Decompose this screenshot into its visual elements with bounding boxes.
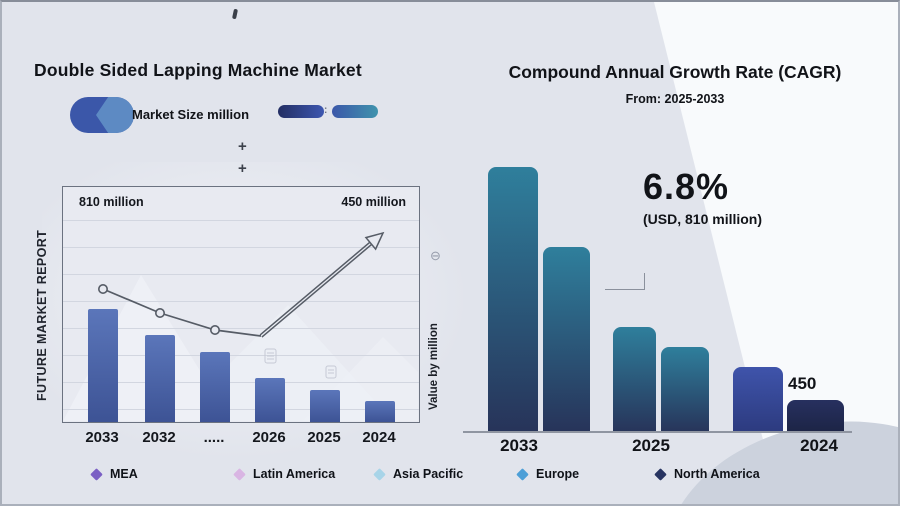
legend-diamond-icon	[233, 467, 246, 481]
cagr-subtitle: From: 2025-2033	[625, 92, 725, 106]
market-bar-4	[310, 390, 340, 422]
market-bar-0	[88, 309, 118, 422]
legend-item-europe: Europe	[516, 466, 580, 482]
legend-item-north-america: North America	[654, 466, 760, 482]
market-bar-2	[200, 352, 230, 422]
mini-pill-icon-dark	[278, 105, 324, 118]
cagr-bar-2025-b	[661, 347, 709, 433]
x-label-2024: 2024	[800, 436, 838, 455]
cagr-bar-2024-a	[733, 367, 783, 433]
market-size-bars	[63, 187, 419, 422]
cagr-title: Compound Annual Growth Rate (CAGR)	[508, 62, 842, 82]
legend-diamond-icon	[373, 467, 386, 481]
x-label-2033: 2033	[500, 436, 538, 455]
plus-mark-icon: +	[238, 160, 247, 177]
page-title: Double Sided Lapping Machine Market	[34, 60, 362, 80]
cagr-usd-note: (USD, 810 million)	[643, 211, 763, 227]
legend-item-label: Europe	[536, 467, 580, 481]
x-label-2025: 2025	[632, 436, 670, 455]
mini-pill-icon-teal	[332, 105, 378, 118]
market-size-legend-label: Market Size million	[132, 107, 250, 122]
cagr-bar-2024-b	[787, 400, 844, 433]
legend-item-asia-pacific: Asia Pacific	[373, 466, 464, 482]
corner-bracket-decoration	[605, 273, 645, 290]
x-label-5: 2024	[362, 429, 396, 446]
legend-item-label: Asia Pacific	[393, 467, 464, 481]
cagr-bar-2033-a	[488, 167, 538, 433]
x-label-0: 2033	[85, 429, 119, 446]
right-chart-baseline	[463, 431, 852, 433]
legend-diamond-icon	[516, 467, 529, 481]
market-size-chart: 810 million 450 million	[62, 186, 420, 423]
legend-item-label: MEA	[110, 467, 138, 481]
circle-minus-icon: ⊖	[430, 248, 441, 263]
market-bar-1	[145, 335, 175, 422]
market-bar-3	[255, 378, 285, 422]
market-size-pill-icon	[70, 97, 134, 133]
chart-gridlines	[63, 220, 419, 413]
legend-item-latin-america: Latin America	[233, 466, 336, 482]
legend-item-mea: MEA	[90, 466, 138, 482]
market-bar-5	[365, 401, 395, 422]
pill-separator: :	[324, 105, 328, 116]
legend-item-label: Latin America	[253, 467, 336, 481]
x-label-4: 2025	[307, 429, 341, 446]
min-value-annotation: 810 million	[79, 195, 144, 209]
max-value-annotation: 450 million	[341, 195, 406, 209]
left-chart-x-axis: 2033 2032..... 2026 2025 2024	[2, 429, 462, 449]
legend-diamond-icon	[90, 467, 103, 481]
x-label-2: .....	[203, 429, 225, 446]
x-label-1: 2032	[142, 429, 176, 446]
plus-mark-icon: +	[238, 138, 247, 155]
cagr-percentage: 6.8%	[643, 166, 730, 207]
legend-diamond-icon	[654, 467, 667, 481]
cagr-bar-2033-b	[543, 247, 590, 433]
bar-value-label: 450	[788, 374, 817, 393]
trend-line-arrow	[97, 231, 385, 379]
x-label-3: 2026	[252, 429, 286, 446]
cagr-bar-2025-a	[613, 327, 656, 433]
legend-item-label: North America	[674, 467, 760, 481]
